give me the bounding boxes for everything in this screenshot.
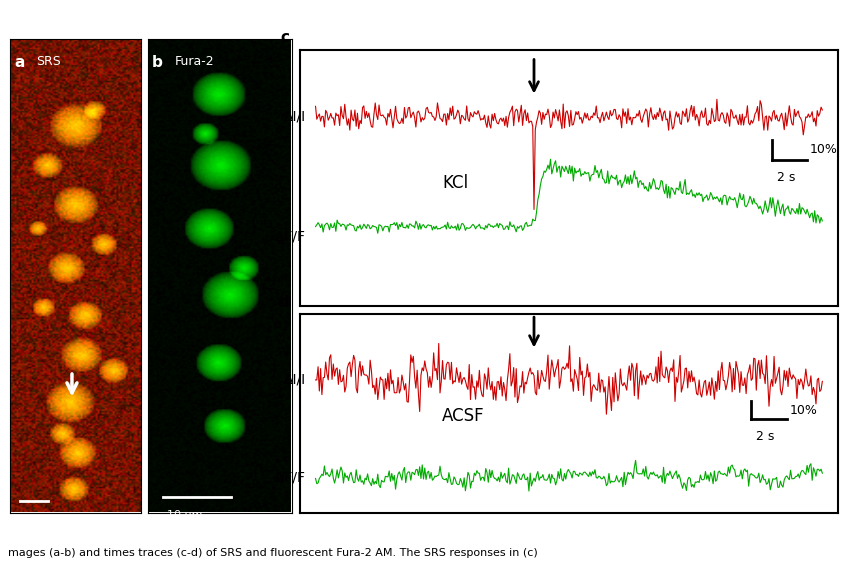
Text: d: d [279,296,289,310]
Text: Fura-2: Fura-2 [175,55,215,68]
Text: b: b [152,55,162,70]
Text: ACSF: ACSF [442,407,485,425]
Text: KCl: KCl [442,174,469,192]
Text: 2 s: 2 s [777,171,795,184]
Text: a: a [14,55,25,70]
Text: 2 s: 2 s [756,430,775,443]
Text: -ΔF/F: -ΔF/F [271,229,305,243]
Text: -ΔF/F: -ΔF/F [271,470,305,484]
Text: 10%: 10% [789,404,817,417]
Text: c: c [281,30,289,45]
Text: ΔI/I: ΔI/I [283,372,305,386]
Text: 10%: 10% [810,143,838,156]
Text: ΔI/I: ΔI/I [283,109,305,124]
Text: SRS: SRS [36,55,61,68]
Text: mages (a-b) and times traces (c-d) of SRS and fluorescent Fura-2 AM. The SRS res: mages (a-b) and times traces (c-d) of SR… [8,548,538,558]
Text: 10 μm: 10 μm [168,510,203,520]
